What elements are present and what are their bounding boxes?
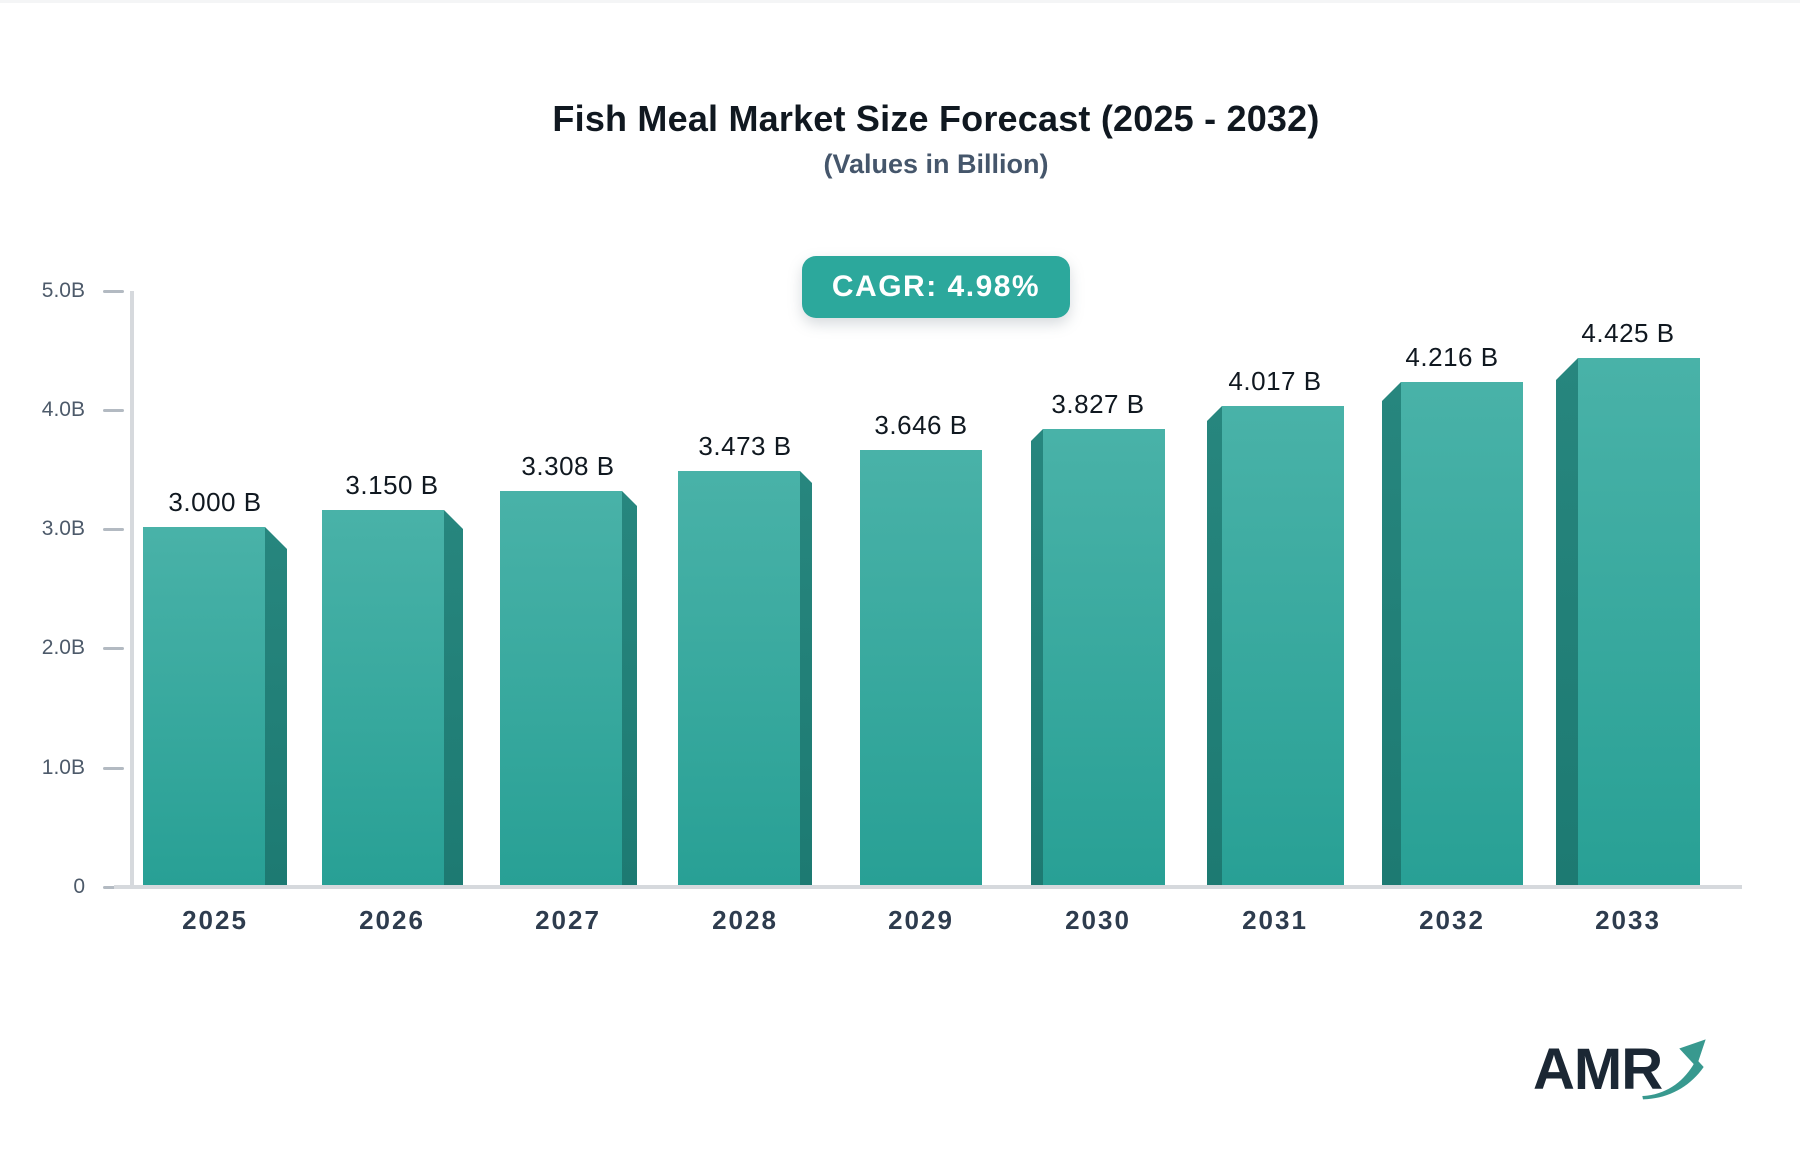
amr-logo-text: AMR	[1533, 1037, 1663, 1102]
chart-subtitle: (Values in Billion)	[823, 149, 1049, 179]
x-tick-label-2025: 2025	[182, 905, 248, 935]
bar-2028	[678, 471, 812, 885]
bar-front-face	[1222, 406, 1344, 885]
y-tick-mark	[103, 528, 124, 531]
bar-front-face	[1043, 429, 1165, 885]
bar-value-label: 3.646 B	[874, 410, 968, 440]
bar-2033	[1556, 358, 1700, 885]
y-axis-line	[130, 291, 134, 886]
growth-arrow-icon	[1642, 1039, 1706, 1100]
y-tick-mark	[103, 647, 124, 650]
y-tick-mark	[103, 409, 124, 412]
x-tick-label-2029: 2029	[888, 905, 954, 935]
canvas-top-edge	[0, 0, 1800, 3]
x-tick-label-2031: 2031	[1242, 905, 1308, 935]
x-tick-label-2028: 2028	[712, 905, 778, 935]
bar-front-face	[143, 527, 265, 885]
bar-value-label: 4.425 B	[1581, 318, 1675, 348]
bar-2029	[860, 450, 982, 885]
bar-side-face	[622, 491, 637, 885]
bar-side-face	[444, 510, 463, 885]
bar-2025	[143, 527, 287, 885]
x-axis-line	[114, 885, 1742, 889]
bar-front-face	[1578, 358, 1700, 885]
bar-2030	[1031, 429, 1165, 885]
y-tick-row: 5.0B	[0, 279, 1800, 307]
y-tick-row: 0	[0, 875, 1800, 903]
bar-side-face	[1556, 358, 1578, 885]
y-tick-row: 4.0B	[0, 398, 1800, 426]
bar-front-face	[860, 450, 982, 885]
y-tick-mark	[103, 886, 124, 889]
y-tick-mark	[103, 767, 124, 770]
bar-side-face	[1207, 406, 1222, 885]
bar-value-label: 3.473 B	[698, 431, 792, 461]
y-tick-label: 0	[73, 875, 85, 898]
bar-front-face	[500, 491, 622, 885]
x-tick-label-2027: 2027	[535, 905, 601, 935]
bar-2027	[500, 491, 637, 885]
bar-value-label: 3.150 B	[345, 470, 439, 500]
y-tick-mark	[103, 290, 124, 293]
bar-2026	[322, 510, 463, 885]
cagr-badge-wrap: CAGR: 4.98%	[130, 256, 1742, 318]
x-tick-label-2030: 2030	[1065, 905, 1131, 935]
x-tick-label-2026: 2026	[359, 905, 425, 935]
bar-2032	[1382, 382, 1523, 885]
amr-logo: AMR	[1533, 1036, 1723, 1106]
x-tick-label-2032: 2032	[1419, 905, 1485, 935]
bar-side-face	[265, 527, 287, 885]
y-tick-row: 3.0B	[0, 517, 1800, 545]
bar-side-face	[1031, 429, 1043, 885]
bar-value-label: 3.308 B	[521, 451, 615, 481]
bar-front-face	[322, 510, 444, 885]
bar-2031	[1207, 406, 1344, 885]
cagr-badge: CAGR: 4.98%	[801, 256, 1071, 318]
bar-side-face	[800, 471, 812, 885]
bar-value-label: 3.827 B	[1051, 389, 1145, 419]
bar-value-label: 4.216 B	[1405, 342, 1499, 372]
bar-value-label: 3.000 B	[168, 487, 262, 517]
bar-front-face	[678, 471, 800, 885]
y-tick-label: 4.0B	[41, 398, 85, 421]
y-tick-label: 5.0B	[41, 279, 85, 302]
x-tick-label-2033: 2033	[1595, 905, 1661, 935]
chart-title: Fish Meal Market Size Forecast (2025 - 2…	[552, 98, 1320, 139]
bar-value-label: 4.017 B	[1228, 366, 1322, 396]
bar-front-face	[1401, 382, 1523, 885]
y-tick-label: 3.0B	[41, 517, 85, 540]
bar-side-face	[1382, 382, 1401, 885]
y-tick-row: 2.0B	[0, 636, 1800, 664]
y-tick-row: 1.0B	[0, 756, 1800, 784]
y-tick-label: 1.0B	[41, 756, 85, 779]
y-tick-label: 2.0B	[41, 636, 85, 659]
